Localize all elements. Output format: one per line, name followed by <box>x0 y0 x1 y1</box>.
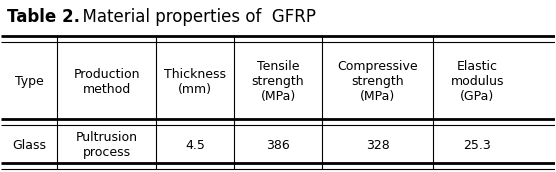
Text: Thickness
(mm): Thickness (mm) <box>164 68 226 96</box>
Text: Table 2.: Table 2. <box>7 8 80 26</box>
Text: 386: 386 <box>266 139 290 152</box>
Text: Production
method: Production method <box>73 68 140 96</box>
Text: 25.3: 25.3 <box>463 139 491 152</box>
Text: Glass: Glass <box>12 139 46 152</box>
Text: Compressive
strength
(MPa): Compressive strength (MPa) <box>337 60 418 103</box>
Text: Tensile
strength
(MPa): Tensile strength (MPa) <box>252 60 304 103</box>
Text: Material properties of  GFRP: Material properties of GFRP <box>72 8 316 26</box>
Text: 4.5: 4.5 <box>185 139 205 152</box>
Text: Elastic
modulus
(GPa): Elastic modulus (GPa) <box>450 60 504 103</box>
Text: Type: Type <box>14 75 43 88</box>
Text: 328: 328 <box>366 139 389 152</box>
Text: Pultrusion
process: Pultrusion process <box>76 131 137 159</box>
